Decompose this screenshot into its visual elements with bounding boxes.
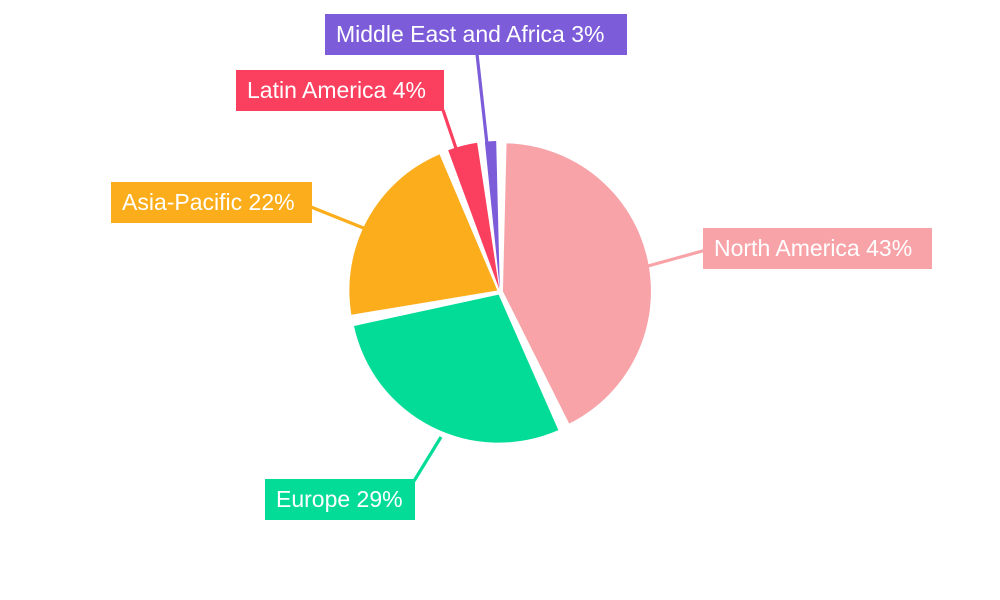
slice-label-latin-america: Latin America 4%	[236, 70, 444, 111]
slice-label-north-america-text: North America 43%	[714, 235, 913, 261]
leader-line-middle-east-africa	[475, 53, 490, 154]
slice-label-middle-east-africa-text: Middle East and Africa 3%	[336, 21, 605, 47]
leader-line-north-america	[647, 248, 707, 268]
pie-slice-north-america[interactable]	[502, 143, 651, 424]
slice-label-europe-text: Europe 29%	[276, 486, 403, 512]
pie-slices	[349, 141, 651, 443]
pie-slice-latin-america[interactable]	[448, 142, 500, 290]
pie-slice-asia-pacific[interactable]	[349, 154, 498, 315]
pie-slice-europe[interactable]	[353, 294, 559, 443]
slice-label-latin-america-text: Latin America 4%	[247, 77, 426, 103]
leader-line-asia-pacific	[310, 205, 367, 231]
slice-label-asia-pacific-text: Asia-Pacific 22%	[122, 189, 295, 215]
slice-label-europe: Europe 29%	[265, 479, 415, 520]
leader-line-europe	[412, 436, 443, 482]
slice-label-middle-east-africa: Middle East and Africa 3%	[325, 14, 627, 55]
slice-label-asia-pacific: Asia-Pacific 22%	[111, 182, 312, 223]
slice-label-north-america: North America 43%	[703, 228, 932, 269]
pie-slice-middle-east-and-africa[interactable]	[484, 141, 500, 290]
